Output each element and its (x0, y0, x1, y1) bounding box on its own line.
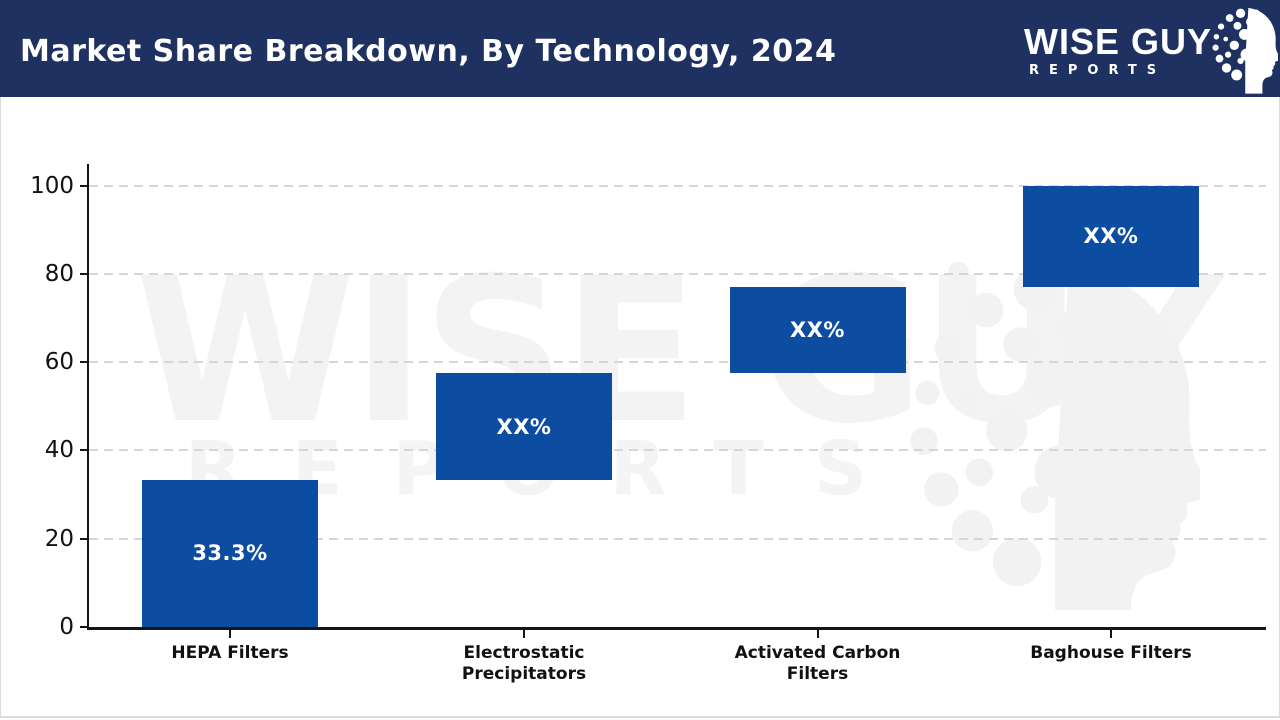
grid-line (89, 449, 1266, 452)
y-tick-mark (80, 184, 88, 187)
bar-value-label: XX% (496, 414, 552, 439)
logo-text: WISE GUY REPORTS (1023, 21, 1212, 79)
y-tick-mark (80, 272, 88, 275)
bar-value-label: 33.3% (192, 541, 268, 566)
bar-segment (142, 479, 318, 627)
page-title: Market Share Breakdown, By Technology, 2… (20, 34, 837, 69)
logo-subtext: REPORTS (1028, 63, 1167, 78)
logo-face-icon (1212, 7, 1278, 94)
y-tick-mark (80, 537, 88, 540)
grid-line (89, 537, 1266, 540)
y-tick-label: 20 (44, 525, 74, 552)
y-tick-label: 80 (44, 260, 74, 287)
grid-line (89, 272, 1266, 275)
x-tick-mark (523, 630, 525, 638)
bar-value-label: XX% (790, 318, 845, 343)
x-tick-mark (1110, 630, 1112, 638)
y-tick-mark (80, 626, 88, 628)
y-tick-mark (80, 361, 88, 364)
bar-segment (1023, 185, 1199, 288)
y-tick-label: 40 (44, 437, 74, 464)
grid-line (89, 361, 1266, 364)
y-tick-label: 0 (59, 614, 74, 640)
x-tick-mark (816, 630, 819, 638)
logo-wordmark: WISE GUY (1023, 21, 1212, 62)
category-label: Baghouse Filters (1030, 643, 1192, 663)
category-label: HEPA Filters (171, 643, 289, 663)
y-axis-line (87, 164, 89, 630)
wiseguy-logo: WISE GUY REPORTS (1024, 4, 1278, 96)
grid-line (89, 184, 1266, 187)
chart-area: WISE GUY REPORTS 02040608010033.3%XX%XX%… (0, 97, 1280, 720)
y-tick-mark (80, 449, 88, 452)
y-tick-label: 60 (44, 349, 74, 376)
bottom-border (0, 716, 1280, 718)
bar-value-label: XX% (1083, 224, 1139, 249)
header-bar: Market Share Breakdown, By Technology, 2… (0, 0, 1280, 97)
category-label: Activated Carbon Filters (734, 643, 901, 684)
y-tick-label: 100 (30, 172, 74, 199)
watermark-face-icon (910, 261, 1200, 611)
x-tick-mark (229, 630, 231, 638)
left-border (0, 97, 1, 718)
bar-segment (436, 373, 612, 480)
x-axis-line (87, 627, 1266, 630)
bar-segment (729, 287, 906, 374)
category-label: Electrostatic Precipitators (461, 643, 587, 684)
